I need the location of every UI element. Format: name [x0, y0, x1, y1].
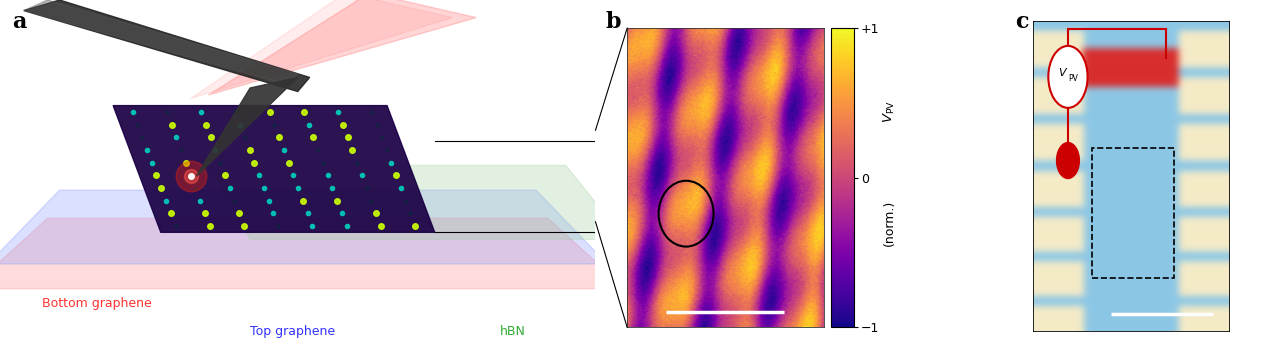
Polygon shape: [208, 0, 476, 95]
Polygon shape: [0, 190, 607, 264]
Polygon shape: [190, 0, 452, 99]
Text: $V$: $V$: [1058, 66, 1068, 78]
Text: c: c: [1015, 11, 1029, 33]
Polygon shape: [196, 77, 298, 176]
Polygon shape: [0, 218, 626, 289]
Text: $V_\mathrm{PV}$: $V_\mathrm{PV}$: [882, 100, 897, 124]
Circle shape: [1048, 46, 1087, 108]
Text: Bottom graphene: Bottom graphene: [42, 297, 152, 310]
Circle shape: [1057, 143, 1079, 178]
Text: a: a: [11, 11, 27, 33]
Text: hBN: hBN: [500, 325, 526, 338]
Text: Top graphene: Top graphene: [250, 325, 336, 338]
Polygon shape: [24, 0, 298, 84]
Text: b: b: [606, 11, 621, 33]
Polygon shape: [113, 106, 435, 232]
Text: (norm.): (norm.): [883, 200, 896, 246]
Text: PV: PV: [1068, 74, 1078, 83]
Polygon shape: [208, 165, 626, 239]
Bar: [1092, 148, 1175, 278]
Polygon shape: [24, 0, 309, 92]
